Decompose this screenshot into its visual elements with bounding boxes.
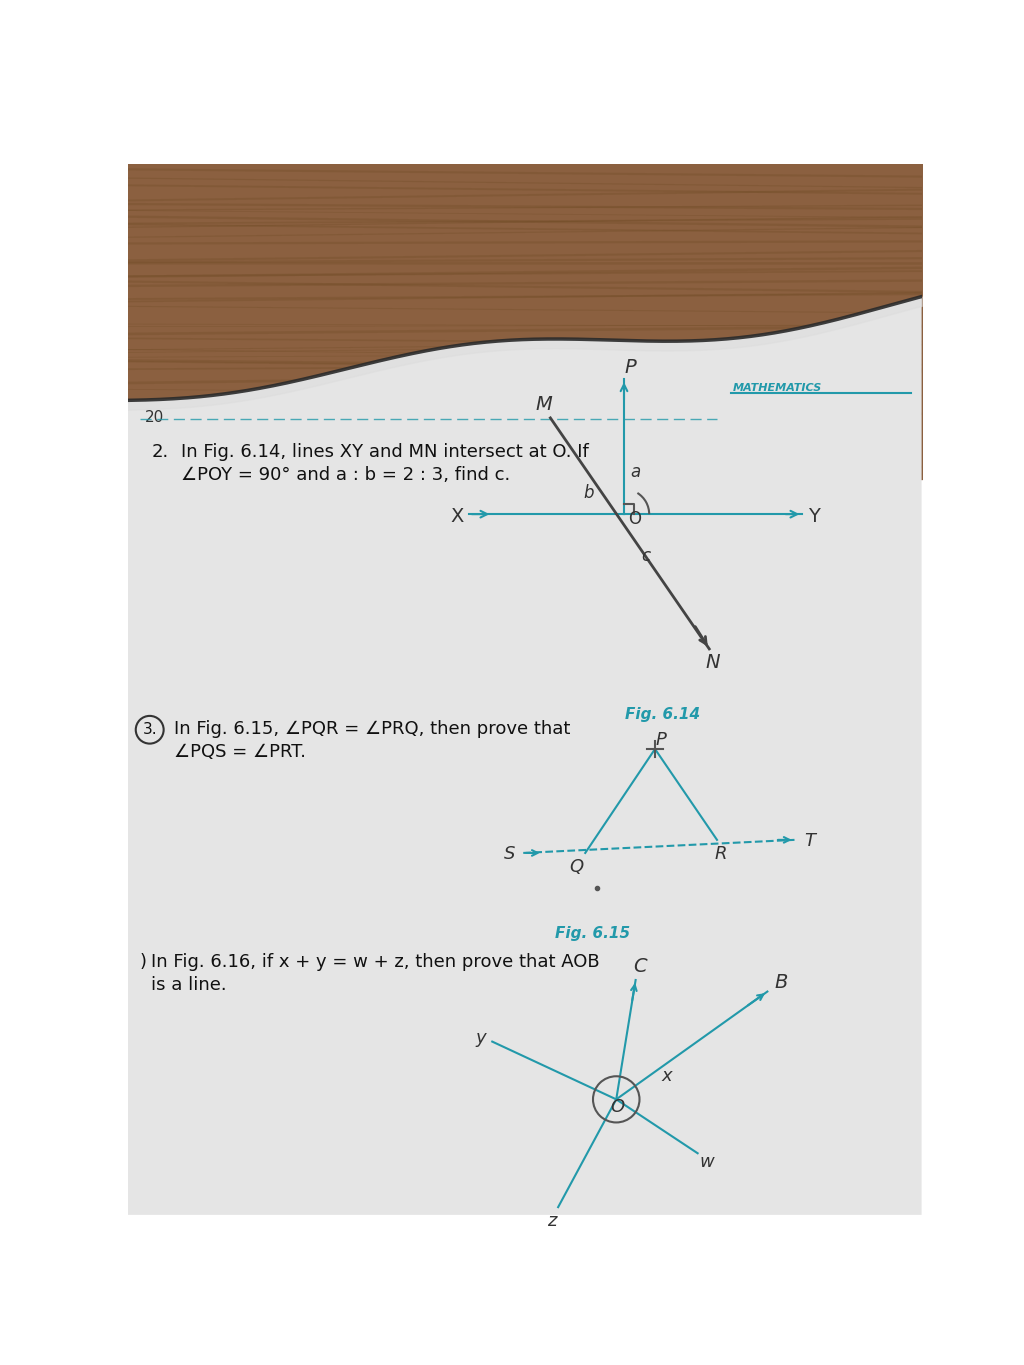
Text: b: b (584, 483, 594, 501)
Text: R: R (715, 845, 727, 863)
Text: c: c (641, 547, 650, 565)
Text: X: X (451, 506, 464, 526)
Text: O: O (610, 1097, 625, 1117)
Text: Fig. 6.14: Fig. 6.14 (626, 707, 700, 722)
Text: S: S (504, 845, 515, 864)
Text: 3.: 3. (142, 722, 157, 737)
Text: 20: 20 (145, 411, 164, 426)
Text: ∠PQS = ∠PRT.: ∠PQS = ∠PRT. (174, 743, 306, 760)
Text: P: P (625, 359, 636, 377)
Text: In Fig. 6.16, if x + y = w + z, then prove that AOB: In Fig. 6.16, if x + y = w + z, then pro… (152, 953, 600, 971)
Text: M: M (536, 394, 553, 414)
Text: y: y (475, 1029, 486, 1047)
Text: 2.: 2. (152, 442, 169, 460)
Text: P: P (655, 730, 667, 749)
Text: Y: Y (808, 506, 820, 526)
Text: B: B (774, 973, 788, 992)
Text: is a line.: is a line. (152, 976, 227, 994)
Text: MATHEMATICS: MATHEMATICS (732, 384, 821, 393)
Text: C: C (633, 957, 646, 976)
Text: a: a (631, 463, 641, 480)
Text: In Fig. 6.15, ∠PQR = ∠PRQ, then prove that: In Fig. 6.15, ∠PQR = ∠PRQ, then prove th… (174, 719, 570, 737)
Text: T: T (805, 833, 815, 850)
Polygon shape (128, 296, 922, 1215)
Text: O: O (629, 509, 641, 528)
Text: In Fig. 6.14, lines XY and MN intersect at O. If: In Fig. 6.14, lines XY and MN intersect … (180, 442, 589, 460)
Text: z: z (547, 1212, 557, 1230)
Text: w: w (699, 1153, 715, 1171)
Text: x: x (662, 1067, 672, 1085)
Text: ): ) (139, 953, 146, 971)
Text: N: N (706, 654, 721, 672)
Text: ∠POY = 90° and a : b = 2 : 3, find c.: ∠POY = 90° and a : b = 2 : 3, find c. (180, 465, 510, 483)
Text: Q: Q (569, 857, 583, 876)
Text: Fig. 6.15: Fig. 6.15 (555, 925, 631, 940)
